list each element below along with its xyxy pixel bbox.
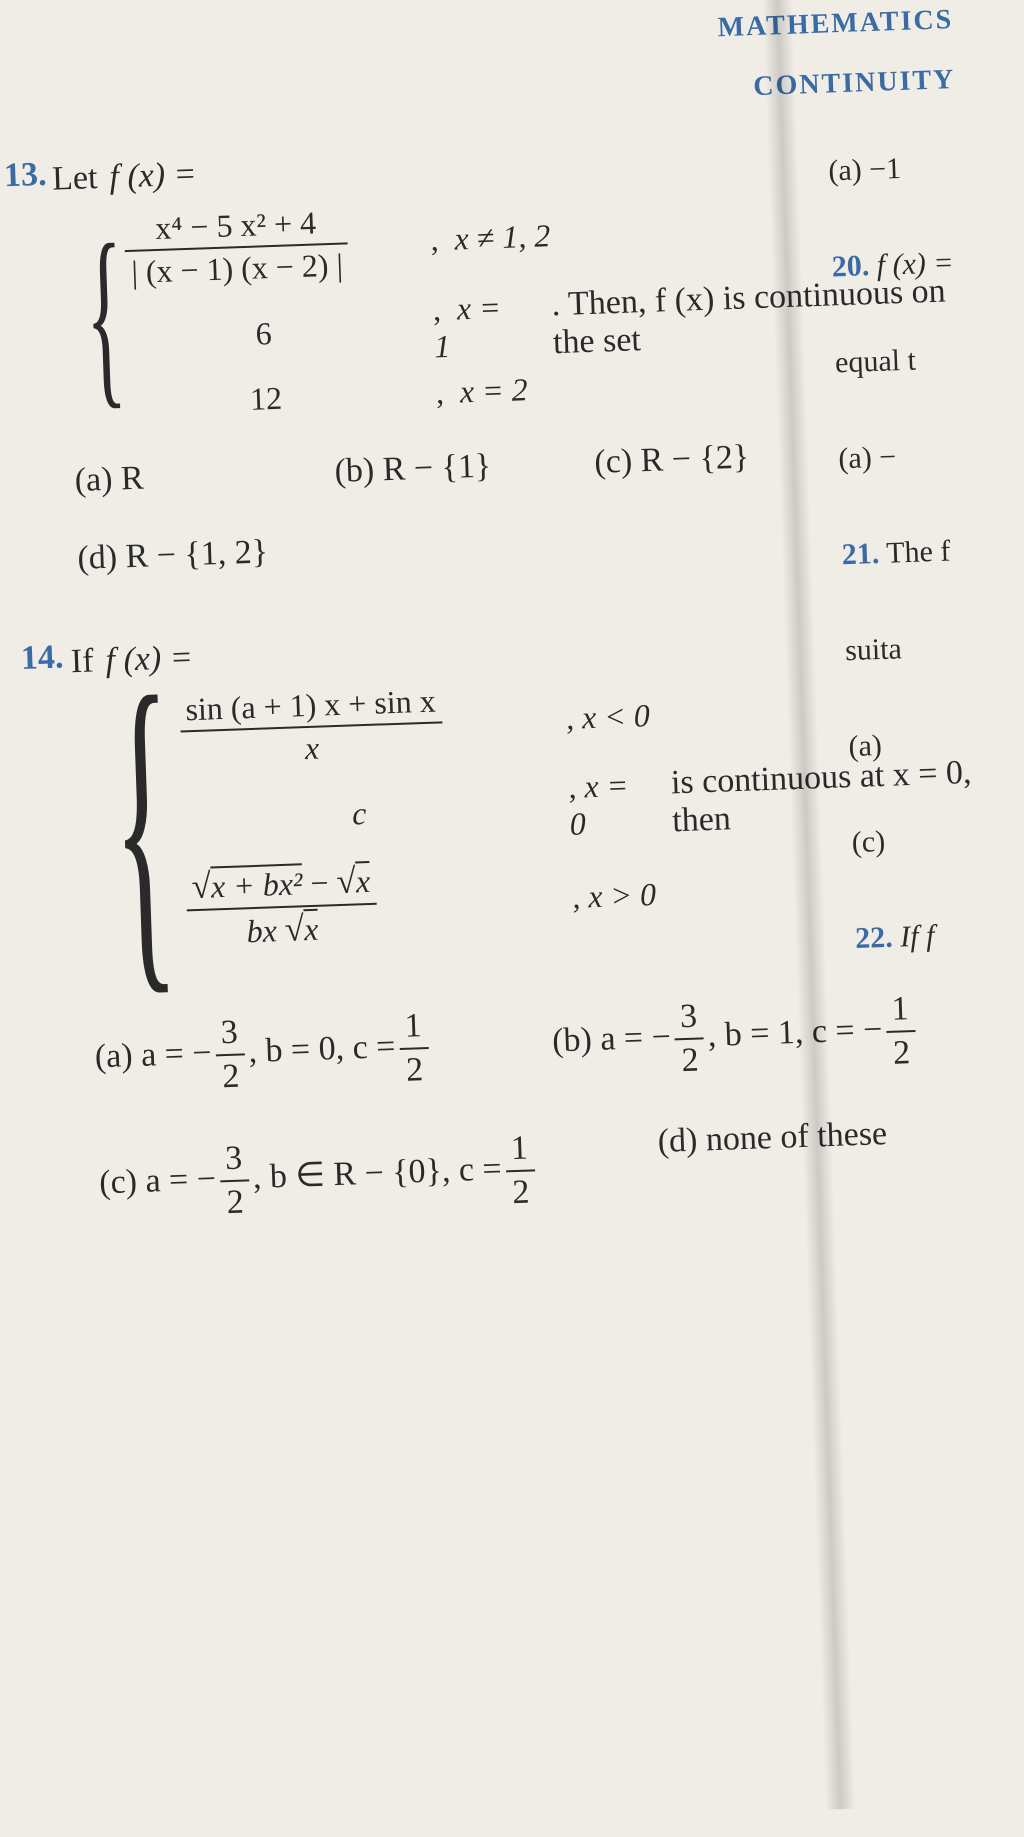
q14-opt-d: (d) none of these bbox=[657, 1115, 889, 1209]
header-mathematics: MATHEMATICS bbox=[717, 4, 954, 44]
q13-case3-cond: x = 2 bbox=[459, 371, 528, 409]
right-suita: suita bbox=[844, 611, 1024, 685]
q13-intro: Let bbox=[52, 159, 99, 198]
right-q22-text: If f bbox=[900, 919, 935, 953]
q14-brace: { bbox=[108, 688, 178, 960]
q13-opt-a: (a) R bbox=[74, 455, 255, 499]
q14-case3-den: bx √x bbox=[187, 905, 379, 956]
q14-case1-den: x bbox=[180, 724, 444, 774]
right-a-dash: (a) − bbox=[837, 419, 1024, 493]
q13-case1-cond: x ≠ 1, 2 bbox=[454, 217, 551, 256]
q14-case2: c bbox=[179, 789, 540, 839]
q14-case2-cond: , x = 0 bbox=[568, 767, 643, 843]
q13-case2: 6 bbox=[123, 311, 404, 358]
q14-opt-c: (c) a = −32, b ∈ R − {0}, c =12 bbox=[98, 1127, 540, 1228]
q13-opt-d: (d) R − {1, 2} bbox=[77, 533, 269, 578]
q14-number: 14. bbox=[20, 638, 71, 678]
q13-case1-den: | (x − 1) (x − 2) | bbox=[125, 244, 350, 293]
right-q21-num: 21. bbox=[841, 537, 880, 571]
q14-case1-cond: , x < 0 bbox=[565, 697, 650, 737]
q13-case3: 12 bbox=[125, 375, 406, 422]
right-page-partial: (a) −1 20. f (x) = equal t (a) − 21. The… bbox=[827, 131, 1024, 1002]
right-q20-text: f (x) = bbox=[876, 246, 954, 282]
right-a: (a) bbox=[847, 706, 1024, 780]
right-equal: equal t bbox=[834, 323, 1024, 397]
q14-case3-num: √x + bx² − √x bbox=[185, 859, 377, 912]
right-c: (c) bbox=[851, 802, 1024, 876]
right-a-neg1: (a) −1 bbox=[827, 131, 1024, 205]
q13-number: 13. bbox=[3, 156, 52, 196]
q13-brace: { bbox=[83, 235, 127, 396]
right-q22-num: 22. bbox=[855, 921, 894, 955]
q13-opt-b: (b) R − {1} bbox=[334, 446, 515, 490]
right-q21-text: The f bbox=[886, 534, 951, 569]
q14-intro: If bbox=[70, 642, 94, 680]
q13-func: f (x) = bbox=[109, 156, 197, 196]
q14-opt-b: (b) a = −32, b = 1, c = −12 bbox=[551, 988, 921, 1087]
q13-case2-cond: x = 1 bbox=[434, 289, 502, 364]
right-q20-num: 20. bbox=[831, 249, 870, 283]
q14-case3-cond: , x > 0 bbox=[572, 876, 657, 916]
q13-opt-c: (c) R − {2} bbox=[594, 437, 775, 481]
